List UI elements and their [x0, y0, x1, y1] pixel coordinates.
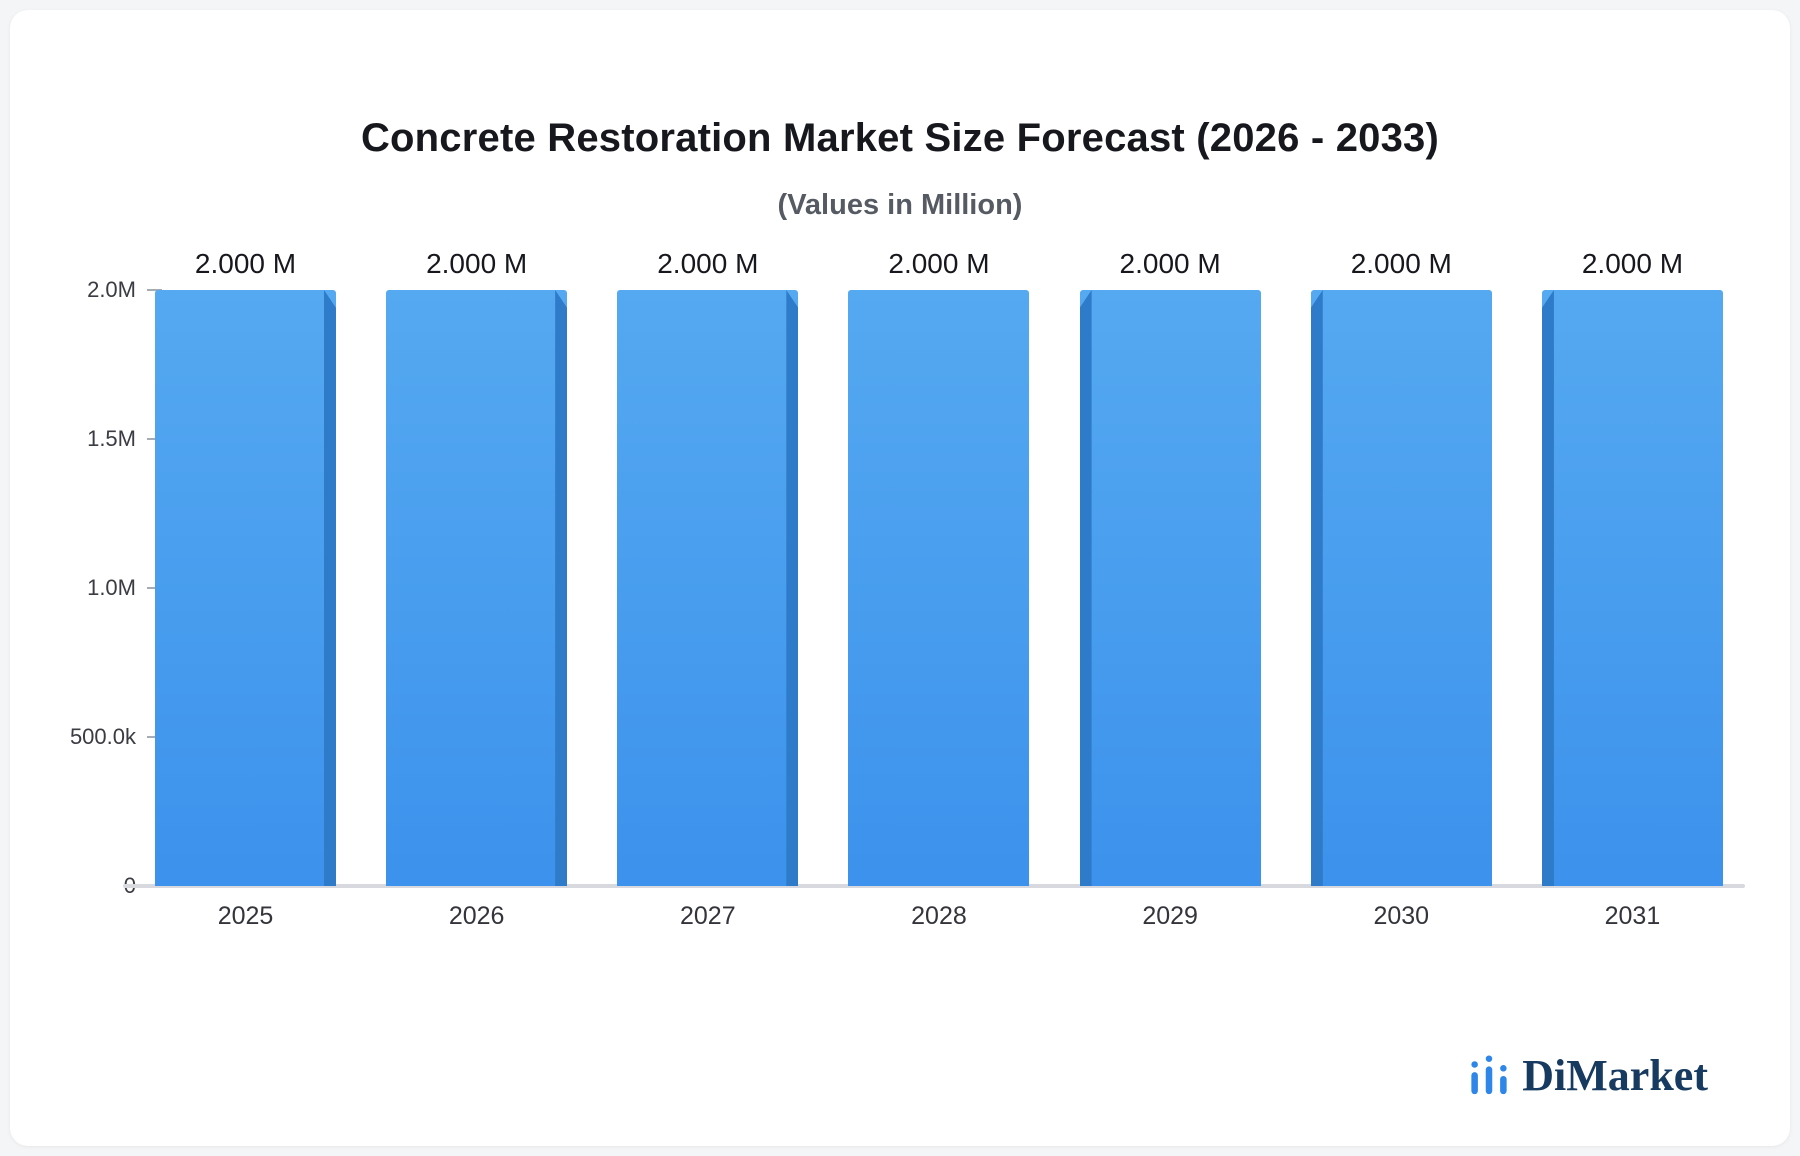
bar-value-label: 2.000 M [888, 248, 990, 279]
bar[interactable] [1310, 290, 1492, 886]
bar-value-label: 2.000 M [1119, 248, 1221, 279]
y-tick: 2.0M [64, 277, 162, 303]
x-axis-baseline [123, 884, 1745, 888]
y-tick-mark [147, 289, 162, 291]
y-axis: 0500.0k1.0M1.5M2.0M [35, 277, 162, 898]
y-tick-label: 500.0k [69, 724, 136, 749]
bar-group: 2.000 M 2030 [1310, 248, 1492, 930]
bar[interactable] [617, 290, 799, 886]
x-axis-label: 2025 [217, 902, 274, 930]
x-axis-label: 2027 [680, 902, 736, 930]
y-tick: 1.5M [64, 426, 162, 452]
bar-value-label: 2.000 M [1350, 248, 1452, 279]
bar-value-label: 2.000 M [426, 248, 528, 279]
bar[interactable] [386, 290, 568, 886]
chart-subtitle: (Values in Million) [777, 189, 1023, 221]
bars: 2.000 M 2025 2.000 M 2026 2.000 M 2027 2.000 M… [155, 248, 1723, 930]
y-tick: 1.0M [64, 575, 162, 601]
x-axis-label: 2029 [1142, 902, 1198, 930]
dimarket-logo: DiMarket [1466, 1052, 1708, 1098]
y-tick-label: 2.0M [87, 277, 136, 302]
bar-value-label: 2.000 M [657, 248, 759, 279]
bar[interactable] [1079, 290, 1261, 886]
bar-group: 2.000 M 2025 [155, 248, 336, 930]
bar-group: 2.000 M 2029 [1079, 248, 1261, 930]
bar[interactable] [1541, 290, 1723, 886]
x-axis-label: 2028 [911, 902, 967, 930]
x-axis-label: 2031 [1604, 902, 1661, 930]
x-axis-label: 2030 [1373, 902, 1430, 930]
x-axis-label: 2026 [448, 902, 505, 930]
bar-value-label: 2.000 M [1581, 248, 1684, 279]
chart-title: Concrete Restoration Market Size Forecas… [360, 116, 1440, 160]
bar-group: 2.000 M 2028 [848, 248, 1030, 930]
brand-name: DiMarket [1522, 1051, 1708, 1100]
bar[interactable] [155, 290, 336, 886]
bar-chart-logo-icon [1471, 1055, 1507, 1095]
bar-group: 2.000 M 2026 [386, 248, 568, 930]
bar-group: 2.000 M 2027 [617, 248, 799, 930]
bar-group: 2.000 M 2031 [1541, 248, 1723, 930]
bar[interactable] [848, 290, 1030, 886]
chart-card: Concrete Restoration Market Size Forecas… [10, 10, 1790, 1146]
y-tick-label: 1.0M [87, 575, 136, 600]
y-tick-label: 1.5M [87, 426, 136, 451]
bar-value-label: 2.000 M [194, 248, 297, 279]
y-tick: 500.0k [64, 724, 162, 750]
